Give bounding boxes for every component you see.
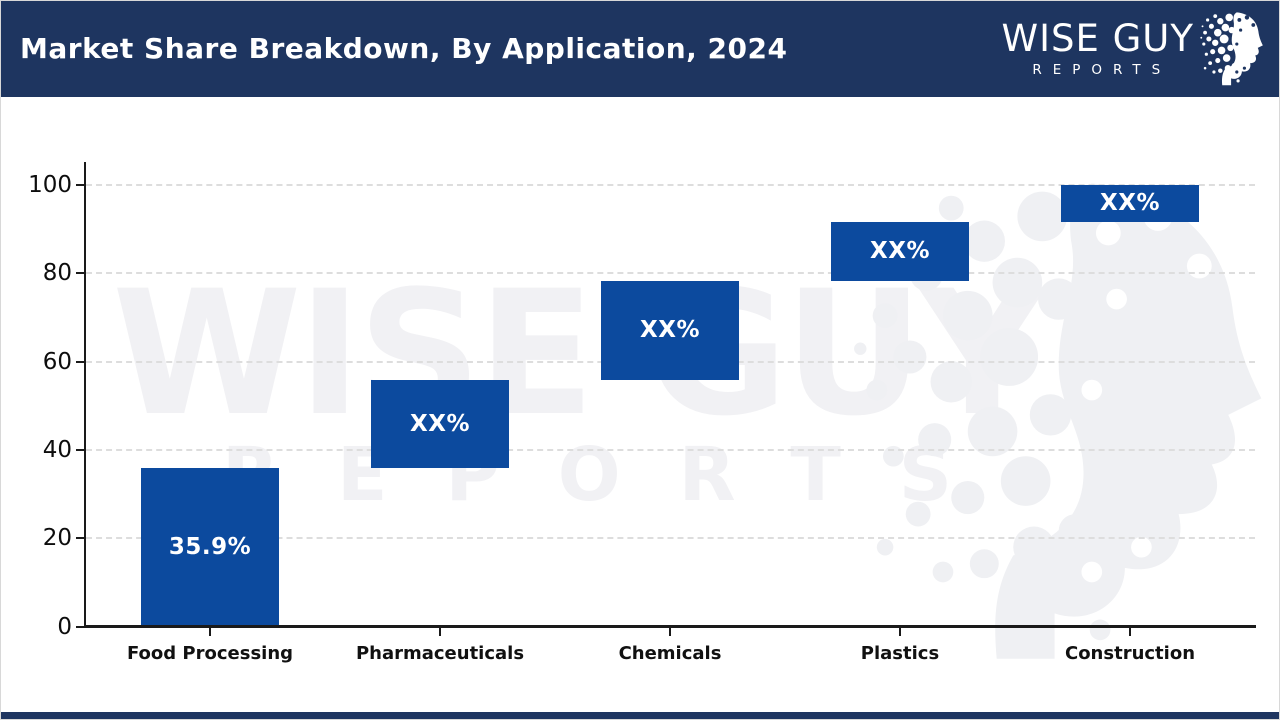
x-axis-line bbox=[84, 625, 1256, 628]
y-tick-label: 20 bbox=[42, 525, 72, 552]
bar-value-label: XX% bbox=[869, 238, 930, 265]
y-tick bbox=[76, 272, 84, 275]
bar-food-processing: 35.9% bbox=[141, 468, 279, 627]
y-tick-label: 60 bbox=[42, 348, 72, 375]
y-tick-label: 0 bbox=[57, 613, 72, 640]
wiseguy-face-logo-icon bbox=[1200, 11, 1266, 86]
brand-logo: WISE GUY REPORTS bbox=[1002, 11, 1266, 86]
bar-pharmaceuticals: XX% bbox=[371, 379, 509, 468]
header-bar: Market Share Breakdown, By Application, … bbox=[0, 0, 1280, 97]
y-tick-label: 80 bbox=[42, 260, 72, 287]
brand-logo-text: WISE GUY REPORTS bbox=[1002, 20, 1194, 78]
y-tick bbox=[76, 537, 84, 540]
y-axis-line bbox=[84, 162, 86, 628]
y-tick-label: 100 bbox=[28, 172, 72, 198]
x-tick bbox=[209, 628, 211, 636]
x-axis-category-label: Plastics bbox=[860, 643, 940, 664]
x-tick bbox=[1129, 628, 1131, 636]
y-tick-label: 40 bbox=[42, 436, 72, 463]
x-tick bbox=[439, 628, 441, 636]
bar-value-label: XX% bbox=[1099, 190, 1160, 217]
x-axis-category-label: Pharmaceuticals bbox=[355, 643, 525, 664]
y-tick bbox=[76, 184, 84, 186]
bar-plastics: XX% bbox=[831, 221, 969, 281]
y-tick bbox=[76, 448, 84, 451]
gridline bbox=[86, 537, 1255, 540]
bar-value-label: 35.9% bbox=[168, 534, 252, 561]
bar-value-label: XX% bbox=[639, 317, 700, 344]
footer-bar bbox=[0, 712, 1280, 720]
brand-subtitle: REPORTS bbox=[1032, 61, 1172, 78]
bar-value-label: XX% bbox=[409, 410, 470, 437]
x-tick bbox=[669, 628, 671, 636]
y-tick bbox=[76, 360, 84, 363]
gridline bbox=[86, 184, 1255, 186]
gridline bbox=[86, 272, 1255, 275]
y-tick bbox=[76, 625, 84, 628]
x-tick bbox=[899, 628, 901, 636]
bar-chemicals: XX% bbox=[601, 280, 739, 380]
bar-construction: XX% bbox=[1061, 185, 1199, 222]
x-axis-category-label: Construction bbox=[1064, 643, 1196, 664]
brand-name: WISE GUY bbox=[1001, 16, 1194, 60]
gridline bbox=[86, 448, 1255, 451]
x-axis-category-label: Chemicals bbox=[618, 643, 722, 664]
chart-title: Market Share Breakdown, By Application, … bbox=[20, 32, 788, 65]
x-axis-category-label: Food Processing bbox=[126, 643, 294, 664]
